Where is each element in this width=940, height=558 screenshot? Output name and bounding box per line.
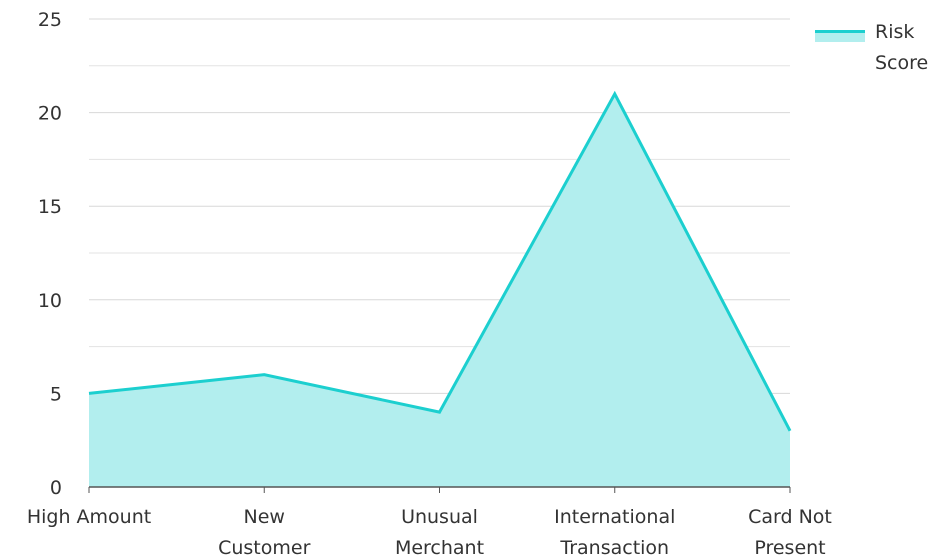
y-tick-label: 20 [38, 103, 62, 125]
x-axis-tick-labels: High Amount New Customer Unusual Merchant Int… [27, 506, 832, 558]
legend: Risk Score [815, 21, 928, 74]
risk-score-line [88, 90, 792, 432]
y-tick-label: 0 [50, 477, 62, 499]
y-tick-label: 5 [50, 383, 62, 405]
y-tick-label: 15 [38, 196, 62, 218]
x-tick-label: International Transaction [554, 506, 675, 558]
x-tick-label: New Customer [218, 506, 310, 558]
y-tick-label: 25 [38, 9, 62, 31]
risk-score-area [89, 93, 790, 487]
x-tick-label: Card Not Present [748, 506, 832, 558]
x-axis [88, 486, 791, 493]
y-tick-label: 10 [38, 290, 62, 312]
x-tick-label: High Amount [27, 506, 151, 528]
x-tick-label: Unusual Merchant [395, 506, 484, 558]
y-axis-tick-labels: 0 5 10 15 20 25 [38, 9, 62, 499]
legend-label-risk-score: Risk Score [875, 21, 928, 74]
